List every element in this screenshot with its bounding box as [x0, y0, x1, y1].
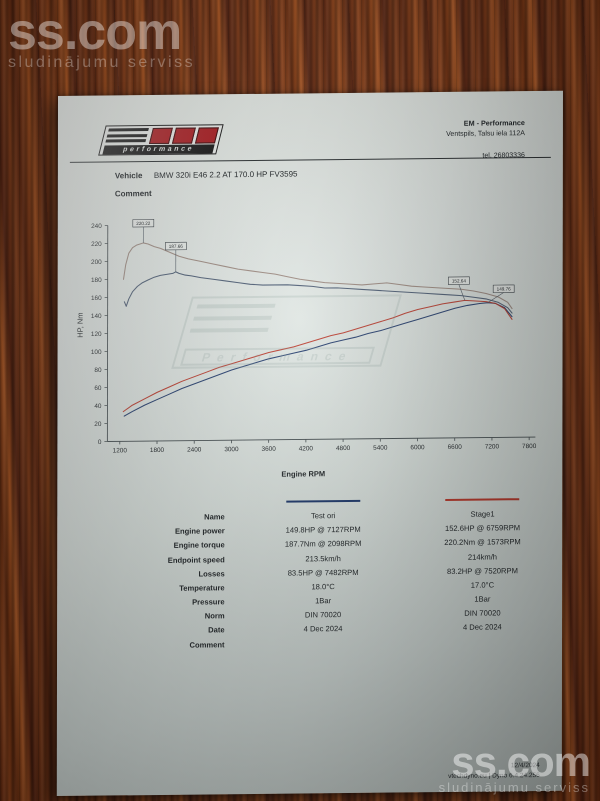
- annotation-label: 187.66: [169, 244, 184, 249]
- row-spacer: [233, 637, 244, 651]
- x-tick-label: 6600: [448, 444, 463, 451]
- annotation-box: [132, 219, 155, 228]
- y-tick-label: 160: [91, 295, 102, 302]
- x-tick-label: 7800: [522, 443, 537, 450]
- dyno-sheet: performance EM - Performance Ventspils, …: [56, 90, 563, 797]
- annotation-label: 152.64: [452, 278, 467, 283]
- x-tick-label: 3600: [262, 446, 277, 453]
- dyno-chart: Performance HP, Nm 0 20 40 60 80 100 120 140 160…: [63, 215, 543, 485]
- y-tick-label: 100: [91, 349, 102, 356]
- row-value-col1: [243, 635, 402, 651]
- footer-source: vtechdyno.eu | Dyno 6.4.24.256: [448, 771, 540, 780]
- annotation-leader: [487, 292, 504, 303]
- x-tick-label: 2400: [187, 447, 202, 454]
- annotation-leader: [458, 284, 466, 301]
- row-label: Comment: [189, 639, 225, 650]
- y-axis-label: HP, Nm: [75, 312, 85, 338]
- y-tick-label: 120: [91, 331, 102, 338]
- comment-label-top: Comment: [114, 189, 152, 199]
- x-tick-label: 7200: [485, 443, 500, 450]
- y-tick-label: 40: [94, 403, 102, 410]
- row-spacer: [233, 524, 244, 538]
- y-tick-label: 200: [91, 259, 102, 266]
- row-spacer: [233, 623, 244, 637]
- y-tick-label: 140: [91, 313, 102, 320]
- annotation-box: [492, 284, 515, 293]
- y-tick-label: 220: [91, 241, 102, 248]
- row-spacer: [233, 538, 244, 552]
- watermark-top-sub: sludinājumu serviss: [8, 54, 196, 71]
- x-tick-label: 4200: [299, 445, 314, 452]
- row-spacer: [233, 552, 244, 566]
- y-tick-label: 80: [94, 367, 102, 374]
- logo-wordmark: performance: [102, 144, 215, 155]
- annotation-box: [448, 276, 470, 285]
- x-tick-label: 1800: [150, 447, 165, 454]
- x-tick-label: 6000: [410, 444, 425, 451]
- series-test-ori-torque: [123, 271, 513, 314]
- x-tick-label: 4800: [336, 445, 351, 452]
- y-tick-label: 20: [94, 421, 102, 428]
- y-tick-label: 180: [91, 277, 102, 284]
- annotation-label: 149.76: [497, 286, 512, 291]
- watermark-top: ss.com sludinājumu serviss: [8, 3, 196, 72]
- company-phone: tel. 26803336: [482, 152, 525, 160]
- vehicle-row: Vehicle BMW 320i E46 2.2 AT 170.0 HP FV3…: [58, 167, 563, 180]
- row-spacer: [233, 566, 244, 580]
- row-value-col2: [403, 634, 562, 650]
- company-address: Ventspils, Talsu iela 112A: [446, 130, 525, 138]
- row-spacer: [233, 509, 244, 523]
- row-spacer: [233, 609, 244, 623]
- y-tick-label: 0: [98, 439, 102, 446]
- annotation-label: 220.22: [136, 221, 151, 226]
- x-tick-label: 5400: [373, 445, 388, 452]
- y-tick-label: 240: [91, 223, 102, 230]
- annotation-box: [165, 241, 187, 251]
- y-tick-label: 60: [94, 385, 102, 392]
- series-test-ori-power: [123, 302, 513, 417]
- company-block: EM - Performance Ventspils, Talsu iela 1…: [446, 117, 525, 162]
- x-tick-label: 3000: [224, 446, 239, 453]
- row-spacer: [233, 595, 244, 609]
- series-stage1-power: [122, 299, 513, 413]
- results-table: Name Test ori Stage1 Engine power 149.8HP @ …: [57, 495, 562, 654]
- vehicle-label: Vehicle: [114, 171, 143, 181]
- vehicle-value: BMW 320i E46 2.2 AT 170.0 HP FV3595: [153, 169, 298, 181]
- company-name: EM - Performance: [463, 118, 525, 128]
- x-tick-label: 1200: [113, 447, 128, 454]
- series-stage1-torque: [122, 242, 513, 310]
- chart-plot-area: 0 20 40 60 80 100 120 140 160 180 200 220 240 1200 180…: [91, 219, 537, 454]
- sheet-footer: 12/4/2024 vtechdyno.eu | Dyno 6.4.24.256: [448, 761, 540, 782]
- x-axis-line: [107, 436, 536, 442]
- row-spacer: [233, 580, 244, 594]
- sheet-header: performance EM - Performance Ventspils, …: [74, 91, 547, 160]
- watermark-top-main: ss.com: [8, 3, 182, 61]
- em-performance-logo-icon: performance: [98, 124, 224, 156]
